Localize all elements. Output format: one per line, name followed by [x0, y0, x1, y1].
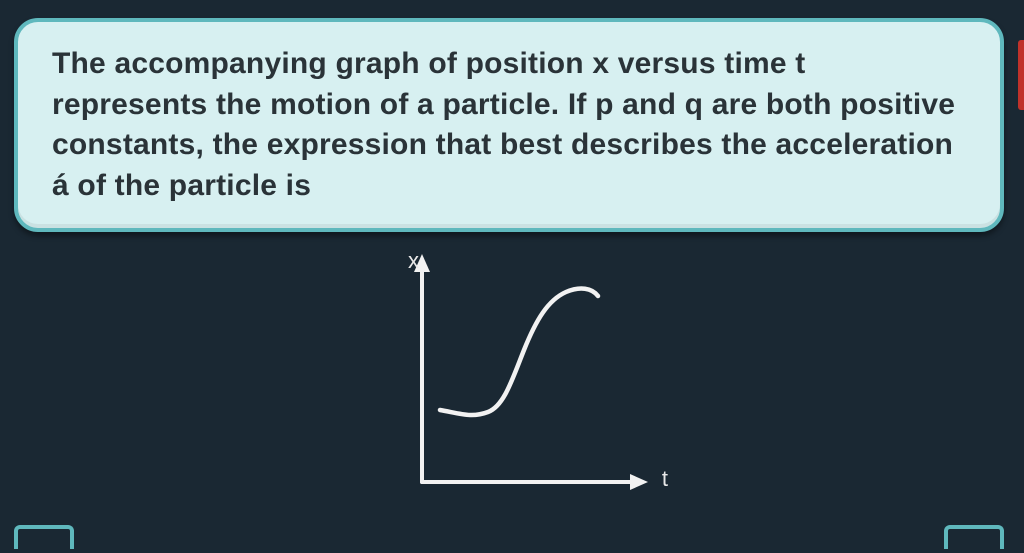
graph-container: x t — [0, 250, 1024, 510]
position-curve — [440, 289, 598, 416]
right-edge-accent — [1018, 40, 1024, 110]
question-card: The accompanying graph of position x ver… — [14, 18, 1004, 232]
question-text: The accompanying graph of position x ver… — [52, 44, 966, 206]
graph-svg — [362, 250, 662, 510]
position-time-graph: x t — [362, 250, 662, 510]
x-axis-label: t — [662, 466, 668, 492]
x-axis-arrow — [630, 474, 648, 490]
options-row — [0, 525, 1024, 553]
y-axis-label: x — [408, 248, 419, 274]
